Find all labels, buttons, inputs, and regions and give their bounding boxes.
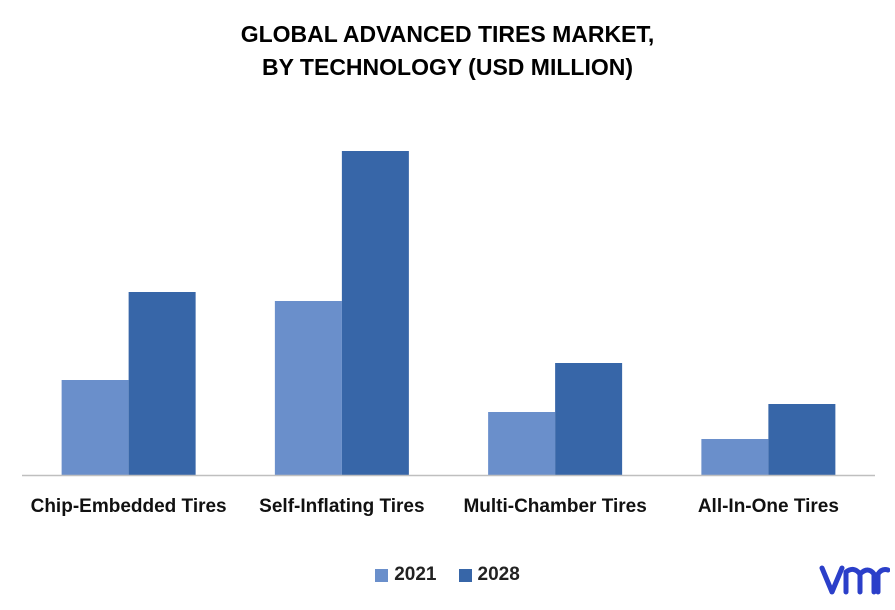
legend-swatch-2021 xyxy=(375,568,389,582)
x-tick-label: Chip-Embedded Tires xyxy=(31,496,227,517)
bar-2028-chip-embedded-tires xyxy=(128,292,196,475)
legend-item-2021: 2021 xyxy=(375,564,437,586)
bar-2021-all-in-one-tires xyxy=(701,439,769,475)
bar-2028-multi-chamber-tires xyxy=(555,363,623,475)
x-tick-label: Self-Inflating Tires xyxy=(259,496,424,517)
legend-swatch-2028 xyxy=(458,568,472,582)
bar-2021-chip-embedded-tires xyxy=(61,380,129,475)
chart-title-line-2: BY TECHNOLOGY (USD MILLION) xyxy=(262,54,633,80)
bar-2021-multi-chamber-tires xyxy=(488,412,556,475)
x-tick-label: All-In-One Tires xyxy=(698,496,839,517)
x-tick-label: Multi-Chamber Tires xyxy=(463,496,646,517)
vmr-logo xyxy=(819,565,890,595)
legend: 2021 2028 xyxy=(0,564,895,586)
chart-title-line-1: GLOBAL ADVANCED TIRES MARKET, xyxy=(240,21,655,47)
bar-2021-self-inflating-tires xyxy=(274,301,342,475)
legend-item-2028: 2028 xyxy=(458,564,520,586)
chart-title: GLOBAL ADVANCED TIRES MARKET, BY TECHNOL… xyxy=(0,18,895,84)
bar-2028-self-inflating-tires xyxy=(341,151,409,475)
legend-label-2028: 2028 xyxy=(477,564,520,585)
legend-label-2021: 2021 xyxy=(394,564,437,585)
bar-2028-all-in-one-tires xyxy=(768,404,836,475)
